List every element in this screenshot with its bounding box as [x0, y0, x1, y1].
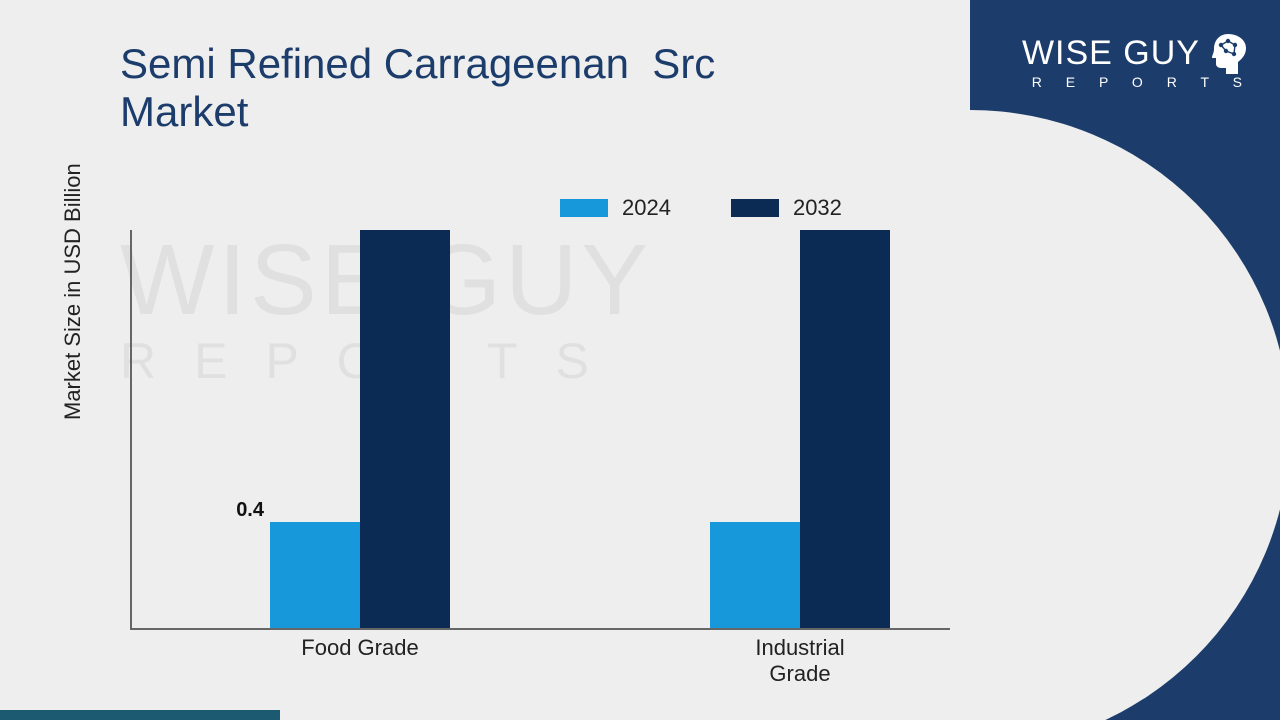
x-axis-line	[130, 628, 950, 630]
x-tick-label: Food Grade	[270, 635, 450, 661]
ai-head-icon	[1206, 30, 1252, 76]
bar-value-label: 0.4	[236, 499, 270, 524]
x-tick-label: IndustrialGrade	[710, 635, 890, 688]
brand-logo: WISE GUY R E P O R T S	[1022, 30, 1252, 90]
bar-2032	[800, 230, 890, 628]
legend-swatch-icon	[560, 199, 608, 217]
y-axis-line	[130, 230, 132, 630]
bar-2032	[360, 230, 450, 628]
bar-group	[710, 230, 890, 628]
footer-accent-bar	[0, 710, 280, 720]
legend-item: 2032	[731, 195, 842, 221]
legend-item: 2024	[560, 195, 671, 221]
chart-canvas: WISE GUY REPORTS Semi Refined Carrageena…	[0, 0, 1280, 720]
bar-group	[270, 230, 450, 628]
chart-legend: 2024 2032	[560, 195, 842, 221]
legend-swatch-icon	[731, 199, 779, 217]
legend-label: 2032	[793, 195, 842, 221]
logo-text-sub: R E P O R T S	[1022, 74, 1252, 90]
chart-title: Semi Refined Carrageenan Src Market	[120, 40, 840, 137]
bar-2024	[710, 522, 800, 628]
plot-area: 0.4Food GradeIndustrialGrade	[130, 230, 950, 630]
y-axis-label: Market Size in USD Billion	[60, 163, 86, 420]
bar-2024	[270, 522, 360, 628]
logo-text-main: WISE GUY	[1022, 34, 1200, 73]
legend-label: 2024	[622, 195, 671, 221]
